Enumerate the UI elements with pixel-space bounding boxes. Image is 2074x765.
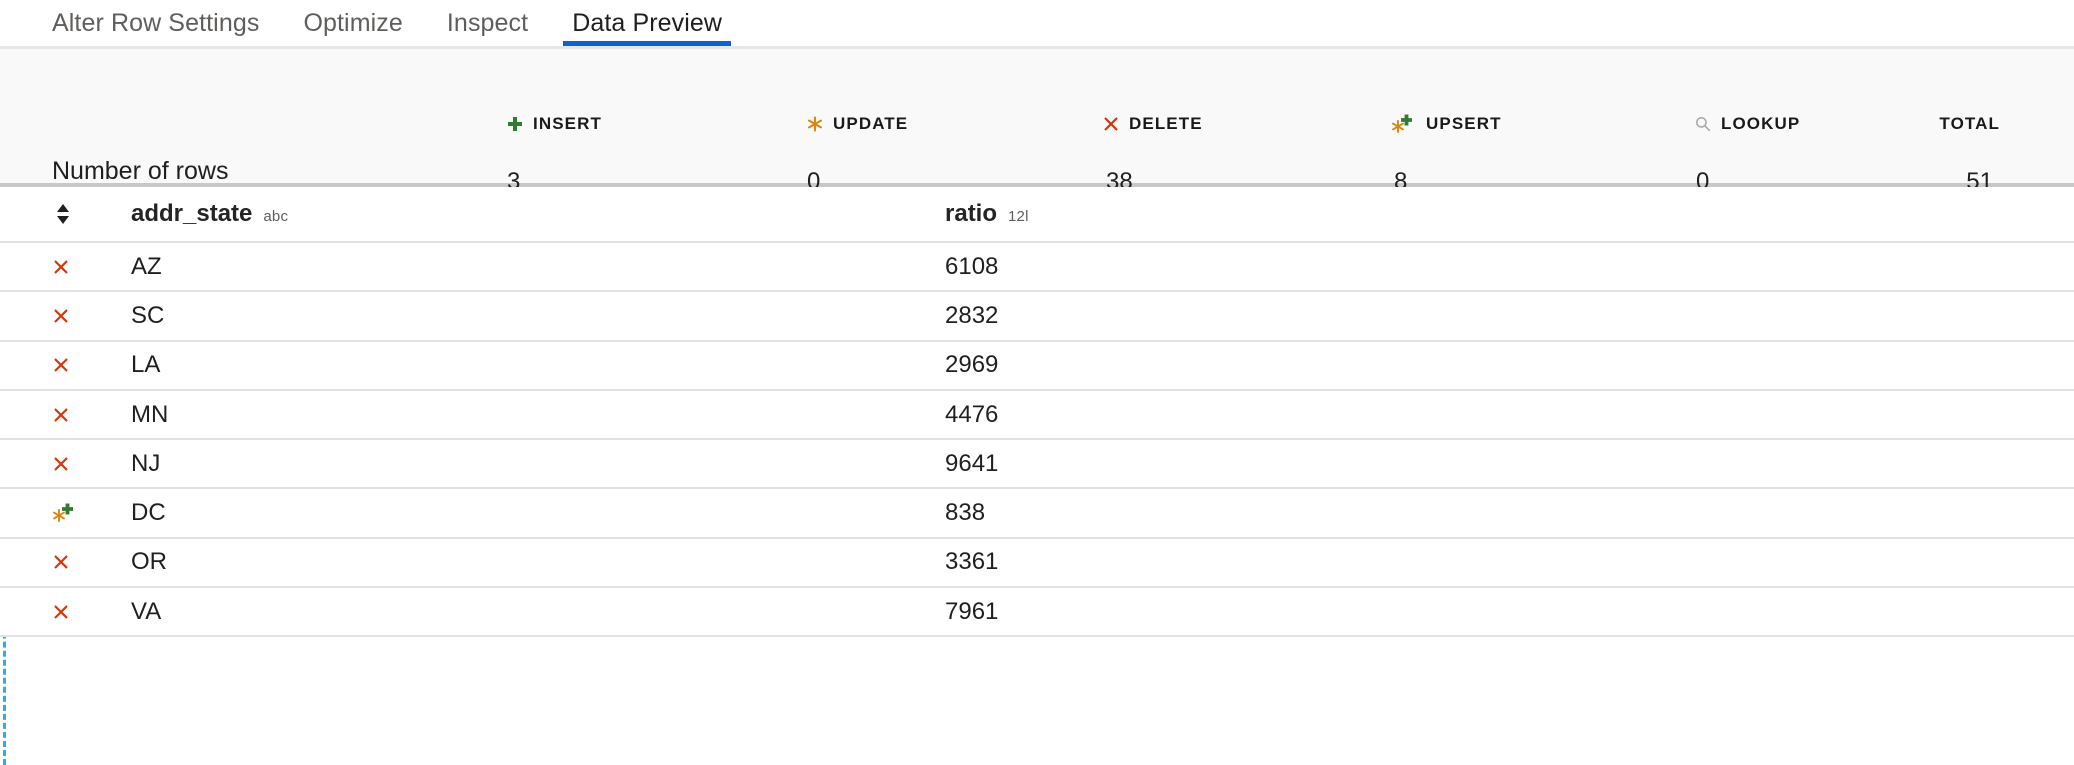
row-marker-delete: [52, 451, 86, 477]
stat-header-label-update: UPDATE: [833, 114, 909, 133]
cell-ratio: 3361: [945, 548, 999, 576]
row-stats-grid: Number of rows INSERT 3 UPDATE 0 DELETE 38 UPS…: [10, 49, 2074, 195]
cell-ratio: 838: [945, 499, 986, 527]
stat-header-label-insert: INSERT: [533, 114, 602, 133]
upsert-icon: [52, 502, 78, 524]
table-row[interactable]: MN 4476: [0, 391, 2074, 441]
stat-header-lookup: LOOKUP: [1694, 114, 1800, 134]
cell-ratio: 4476: [945, 400, 999, 428]
tab-alter-row-settings[interactable]: Alter Row Settings: [52, 8, 260, 37]
tab-inspect[interactable]: Inspect: [446, 8, 529, 37]
table-row[interactable]: NJ 9641: [0, 440, 2074, 490]
row-marker-delete: [52, 254, 86, 280]
stat-header-label-delete: DELETE: [1129, 114, 1203, 133]
delete-icon: [52, 406, 70, 424]
tab-strip: Alter Row Settings Optimize Inspect Data Pr…: [0, 0, 2074, 46]
cell-ratio: 2832: [945, 301, 999, 329]
table-body: AZ 6108 SC 2832 LA 2969 MN 4476 NJ 9641 DC 838 OR 336…: [0, 243, 2074, 638]
cell-ratio: 2969: [945, 351, 999, 379]
asterisk-icon: [806, 115, 824, 133]
cell-addr-state: DC: [131, 499, 166, 527]
plus-icon: [506, 115, 524, 133]
table-header-row: addr_state abc ratio 12l: [0, 187, 2074, 243]
table-row[interactable]: SC 2832: [0, 292, 2074, 342]
tab-optimize[interactable]: Optimize: [303, 8, 403, 37]
cell-addr-state: OR: [131, 548, 167, 576]
column-header-addr-state-label: addr_state: [131, 200, 253, 227]
column-header-addr-state[interactable]: addr_state abc: [131, 200, 288, 228]
delete-icon: [52, 258, 70, 276]
column-type-badge-addr-state: abc: [263, 208, 289, 225]
search-icon: [1694, 115, 1712, 133]
stat-header-label-total: TOTAL: [1939, 114, 2000, 133]
stat-header-label-lookup: LOOKUP: [1721, 114, 1801, 133]
asterisk-plus-icon: [1391, 113, 1417, 135]
cell-ratio: 9641: [945, 449, 999, 477]
cell-ratio: 7961: [945, 597, 999, 625]
table-row[interactable]: LA 2969: [0, 342, 2074, 391]
cell-addr-state: MN: [131, 400, 169, 428]
delete-icon: [52, 455, 70, 473]
cell-addr-state: SC: [131, 301, 165, 329]
cell-addr-state: NJ: [131, 449, 161, 477]
column-header-ratio[interactable]: ratio 12l: [945, 200, 1029, 228]
delete-icon: [52, 307, 70, 325]
cell-addr-state: LA: [131, 351, 161, 379]
row-marker-delete: [52, 402, 86, 428]
delete-icon: [52, 553, 70, 571]
column-header-ratio-label: ratio: [945, 200, 998, 227]
stat-header-total: TOTAL: [1939, 114, 2000, 134]
table-row[interactable]: VA 7961: [0, 588, 2074, 638]
delete-icon: [52, 356, 70, 374]
stat-header-delete: DELETE: [1102, 114, 1203, 134]
row-marker-delete: [52, 352, 86, 378]
stat-header-upsert: UPSERT: [1391, 113, 1502, 135]
row-marker-delete: [52, 303, 86, 329]
data-preview-table: addr_state abc ratio 12l AZ 6108 SC 2832 LA 2…: [0, 187, 2074, 638]
stat-header-label-upsert: UPSERT: [1426, 114, 1502, 133]
table-row[interactable]: DC 838: [0, 489, 2074, 539]
row-marker-upsert: [52, 500, 86, 526]
cell-addr-state: AZ: [131, 252, 162, 280]
cell-ratio: 6108: [945, 252, 999, 280]
row-marker-delete: [52, 599, 86, 625]
stat-header-update: UPDATE: [806, 114, 908, 134]
sort-updown-icon[interactable]: [52, 200, 74, 228]
column-type-badge-ratio: 12l: [1008, 208, 1029, 225]
row-marker-delete: [52, 549, 86, 575]
table-row[interactable]: OR 3361: [0, 539, 2074, 589]
delete-icon: [52, 603, 70, 621]
stat-header-insert: INSERT: [506, 114, 602, 134]
table-row[interactable]: AZ 6108: [0, 243, 2074, 293]
number-of-rows-label: Number of rows: [52, 157, 229, 185]
row-stats-panel: Number of rows INSERT 3 UPDATE 0 DELETE 38 UPS…: [0, 46, 2074, 195]
tab-data-preview[interactable]: Data Preview: [550, 0, 744, 46]
cross-icon: [1102, 115, 1120, 133]
cell-addr-state: VA: [131, 597, 162, 625]
